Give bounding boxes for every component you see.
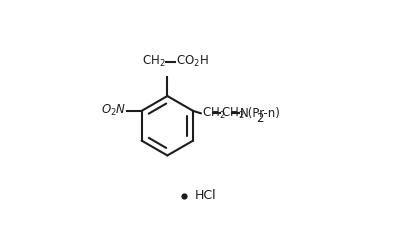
Text: N(Pr-n): N(Pr-n) <box>240 107 281 120</box>
Text: CH$_2$: CH$_2$ <box>202 106 225 121</box>
Text: CH$_2$: CH$_2$ <box>142 54 166 69</box>
Text: 2: 2 <box>256 112 263 124</box>
Text: CH$_2$: CH$_2$ <box>221 106 245 121</box>
Text: $O_2N$: $O_2N$ <box>101 103 127 119</box>
Text: HCl: HCl <box>195 189 217 202</box>
Text: CO$_2$H: CO$_2$H <box>176 54 209 69</box>
